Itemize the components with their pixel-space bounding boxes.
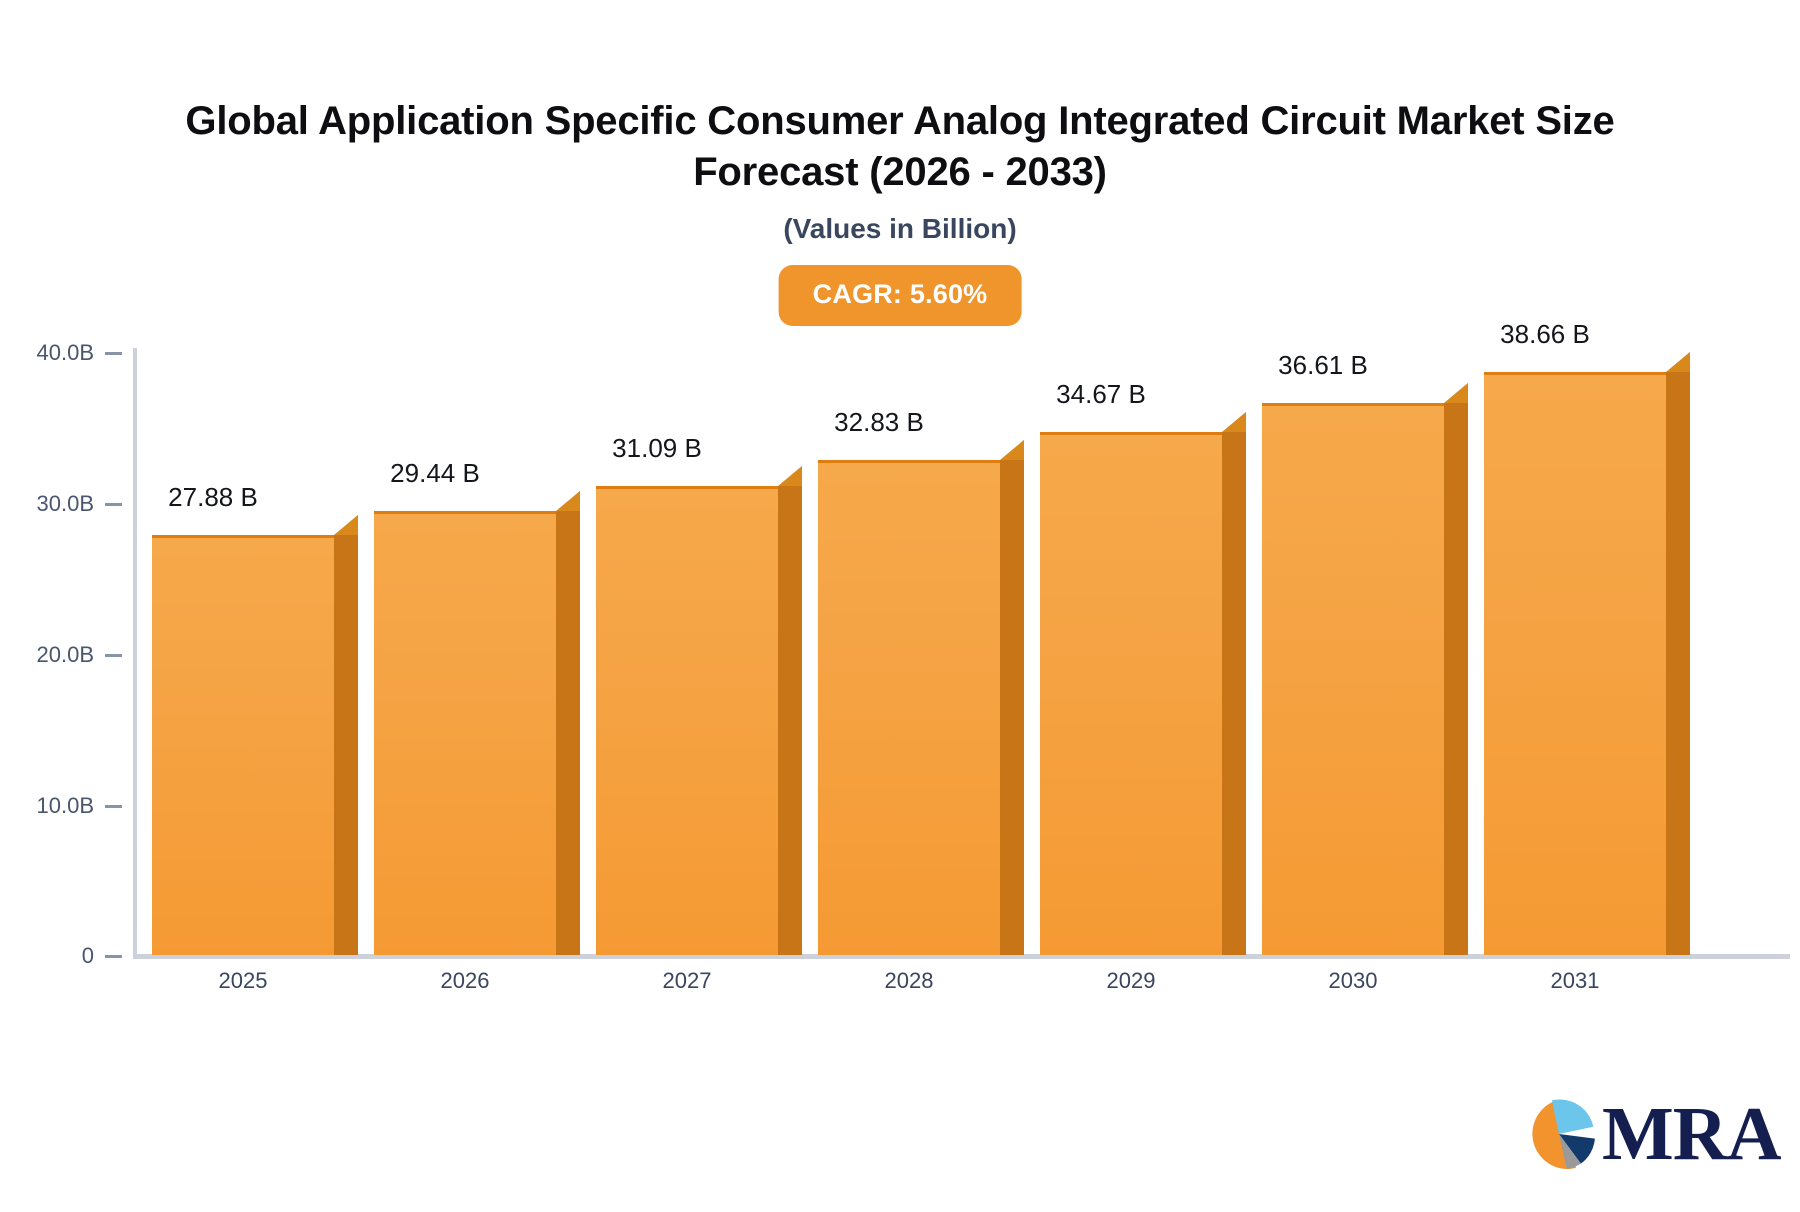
y-tick-label-10: 10.0B bbox=[36, 793, 95, 818]
bar-2025[interactable] bbox=[152, 514, 358, 955]
bar-side-face bbox=[1666, 372, 1690, 955]
page-title: Global Application Specific Consumer Ana… bbox=[120, 96, 1680, 198]
cagr-badge: CAGR: 5.60% bbox=[778, 265, 1022, 326]
x-tick-label-2025: 2025 bbox=[218, 968, 268, 993]
bar-side-face bbox=[1000, 460, 1024, 955]
bar-front-face bbox=[818, 460, 1000, 955]
y-tick-mark-30 bbox=[105, 503, 122, 506]
pie-chart-icon bbox=[1532, 1099, 1595, 1169]
y-tick-label-0: 0 bbox=[81, 943, 94, 968]
bar-side-face bbox=[556, 511, 580, 955]
bar-front-face bbox=[374, 511, 556, 955]
bar-value-label-2030: 36.61 B bbox=[1278, 350, 1368, 380]
bar-2028[interactable] bbox=[818, 439, 1024, 955]
bar-front-face bbox=[1262, 403, 1444, 955]
brand-logo: MRA bbox=[1520, 1091, 1782, 1176]
chart-subtitle: (Values in Billion) bbox=[783, 213, 1017, 245]
y-tick-label-40: 40.0B bbox=[36, 340, 95, 365]
logo-text: MRA bbox=[1602, 1091, 1782, 1176]
x-tick-label-2031: 2031 bbox=[1550, 968, 1600, 993]
bar-2026[interactable] bbox=[374, 490, 580, 955]
chart-title-line-2: Forecast (2026 - 2033) bbox=[693, 150, 1107, 195]
bar-value-label-2028: 32.83 B bbox=[834, 407, 924, 437]
bar-side-face bbox=[334, 535, 358, 955]
title-block: Global Application Specific Consumer Ana… bbox=[120, 96, 1680, 246]
bar-value-label-2029: 34.67 B bbox=[1056, 379, 1146, 409]
bar-front-face bbox=[1484, 372, 1666, 955]
bar-value-label-2025: 27.88 B bbox=[168, 482, 258, 512]
bar-front-face bbox=[1040, 432, 1222, 955]
x-tick-label-2030: 2030 bbox=[1328, 968, 1378, 993]
bar-side-face bbox=[1444, 403, 1468, 955]
x-tick-label-2029: 2029 bbox=[1106, 968, 1156, 993]
x-axis-line bbox=[133, 954, 1790, 959]
x-tick-label-2027: 2027 bbox=[662, 968, 712, 993]
y-axis-line bbox=[133, 348, 137, 958]
bar-value-label-2026: 29.44 B bbox=[390, 458, 480, 488]
bar-2030[interactable] bbox=[1262, 382, 1468, 955]
bar-front-face bbox=[596, 486, 778, 955]
bar-value-label-2031: 38.66 B bbox=[1500, 319, 1590, 349]
bar-side-face bbox=[778, 486, 802, 955]
x-tick-label-2028: 2028 bbox=[884, 968, 934, 993]
y-tick-label-30: 30.0B bbox=[36, 491, 95, 516]
y-tick-label-20: 20.0B bbox=[36, 642, 95, 667]
x-tick-label-2026: 2026 bbox=[440, 968, 490, 993]
y-tick-mark-20 bbox=[105, 654, 122, 657]
bar-2027[interactable] bbox=[596, 465, 802, 955]
bar-front-face bbox=[152, 535, 334, 955]
y-tick-mark-40 bbox=[105, 352, 122, 355]
chart-title-line-1: Global Application Specific Consumer Ana… bbox=[185, 99, 1615, 143]
bar-side-face bbox=[1222, 432, 1246, 955]
bar-2031[interactable] bbox=[1484, 351, 1690, 955]
bar-2029[interactable] bbox=[1040, 411, 1246, 955]
y-tick-mark-0 bbox=[105, 955, 122, 958]
y-tick-mark-10 bbox=[105, 805, 122, 808]
bar-value-label-2027: 31.09 B bbox=[612, 433, 702, 463]
